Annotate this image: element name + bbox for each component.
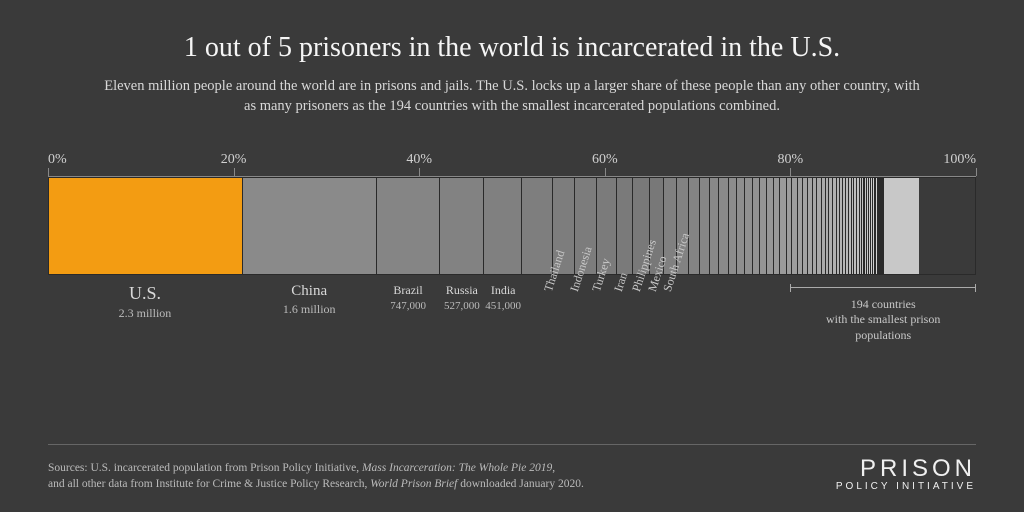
axis-tick-label: 0%: [48, 152, 67, 168]
bar-segment: [689, 178, 700, 274]
axis-tick-label: 60%: [592, 152, 618, 168]
bar-segment: [745, 178, 752, 274]
footer: Sources: U.S. incarcerated population fr…: [48, 444, 976, 492]
bar-segment: [484, 178, 522, 274]
axis-tick-label: 100%: [943, 152, 976, 168]
bar-segment: [617, 178, 633, 274]
org-logo: PRISON POLICY INITIATIVE: [836, 455, 976, 492]
logo-sub: POLICY INITIATIVE: [836, 481, 976, 492]
bar-segment: [753, 178, 760, 274]
segment-labels: U.S.2.3 million China1.6 million Brazil747…: [48, 281, 976, 401]
segment-label: China1.6 million: [283, 283, 336, 317]
segment-label: India451,000: [485, 283, 521, 312]
axis-tick: [976, 168, 977, 176]
axis-tick: [48, 168, 49, 176]
axis-tick-label: 20%: [221, 152, 247, 168]
bar-segment: [49, 178, 243, 274]
chart-title: 1 out of 5 prisoners in the world is inc…: [48, 32, 976, 64]
axis-tick: [419, 168, 420, 176]
bar-segment: [729, 178, 737, 274]
axis-tick-label: 40%: [406, 152, 432, 168]
segment-label: Brazil747,000: [390, 283, 426, 312]
axis-tick-label: 80%: [778, 152, 804, 168]
bar-segment: [760, 178, 767, 274]
axis-tick: [790, 168, 791, 176]
bar-segment: [737, 178, 745, 274]
logo-main: PRISON: [836, 455, 976, 483]
bar-segment: [243, 178, 377, 274]
bar-segment: [700, 178, 710, 274]
bar-segment: [719, 178, 728, 274]
segment-label: Russia527,000: [444, 283, 480, 312]
bar-segment: [884, 178, 918, 274]
axis-tick: [605, 168, 606, 176]
bar-segment: [522, 178, 553, 274]
x-axis: 0% 20% 40% 60% 80% 100%: [48, 153, 976, 177]
sources-text: Sources: U.S. incarcerated population fr…: [48, 460, 584, 492]
bar-segment: [710, 178, 719, 274]
bar-segment: [440, 178, 484, 274]
chart: 0% 20% 40% 60% 80% 100% U.S.2.3 million China1…: [48, 153, 976, 401]
stacked-bar: [48, 177, 976, 275]
chart-subtitle: Eleven million people around the world a…: [102, 76, 922, 117]
segment-label: U.S.2.3 million: [119, 283, 172, 321]
bar-segment: [377, 178, 440, 274]
axis-tick: [234, 168, 235, 176]
bracket-194-countries: 194 countrieswith the smallest prisonpop…: [790, 287, 976, 344]
